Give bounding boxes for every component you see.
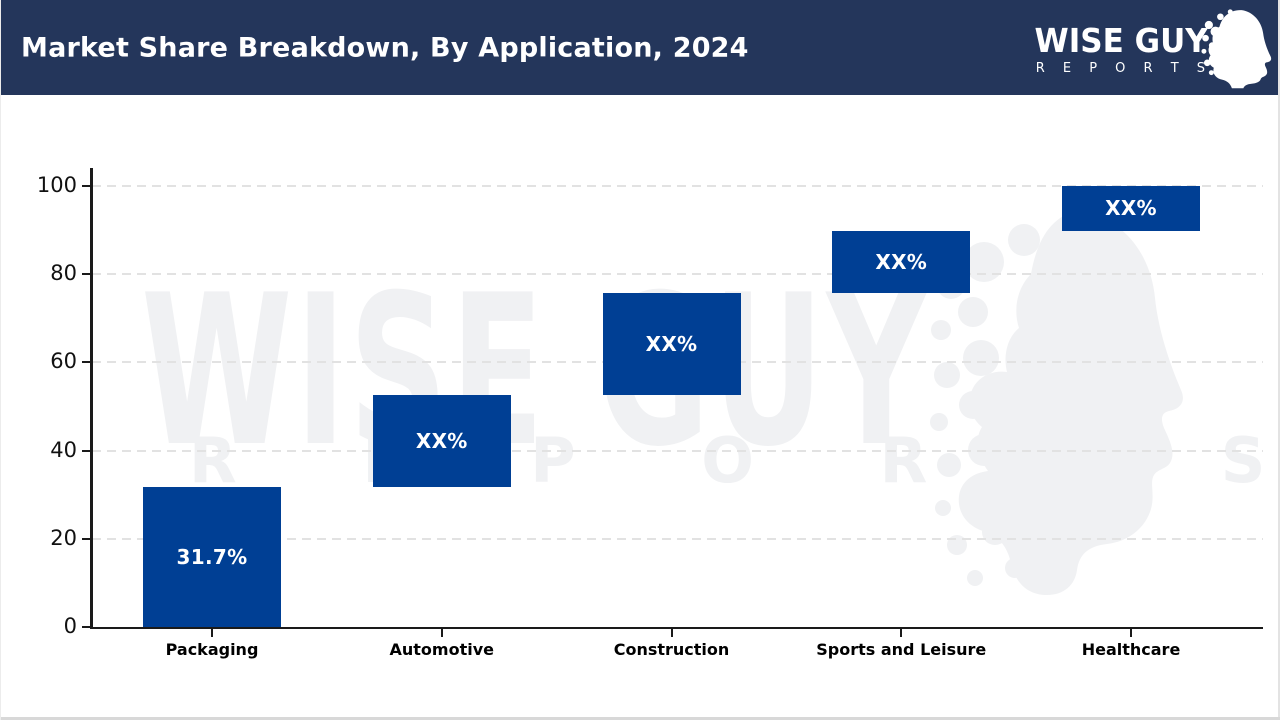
y-tick-label-100: 100 bbox=[36, 173, 77, 197]
y-tick-40 bbox=[82, 449, 91, 452]
bar-value-label-sports-and-leisure: XX% bbox=[875, 250, 928, 275]
bar-value-label-packaging: 31.7% bbox=[176, 545, 248, 570]
x-tick-construction bbox=[670, 629, 673, 637]
x-category-label-construction: Construction bbox=[613, 640, 730, 659]
y-tick-label-80: 80 bbox=[50, 261, 77, 286]
y-tick-80 bbox=[82, 273, 91, 276]
logo-brand-sub: R E P O R T S bbox=[1035, 60, 1213, 76]
x-category-label-packaging: Packaging bbox=[165, 640, 259, 659]
bar-automotive: XX% bbox=[372, 394, 511, 488]
bar-value-label-healthcare: XX% bbox=[1105, 196, 1157, 221]
wiseguy-logo: WISE GUY R E P O R T S bbox=[1029, 4, 1273, 92]
x-axis-line bbox=[90, 626, 1263, 629]
gridline-80 bbox=[92, 273, 1263, 276]
y-axis-line bbox=[90, 168, 93, 629]
gridline-100 bbox=[92, 185, 1263, 187]
watermark-brand-name: WISE GUY bbox=[141, 251, 929, 493]
y-tick-label-20: 20 bbox=[50, 525, 77, 550]
x-tick-healthcare bbox=[1130, 629, 1132, 637]
bar-sports-and-leisure: XX% bbox=[832, 230, 971, 294]
y-tick-20 bbox=[82, 537, 91, 540]
x-category-label-sports-and-leisure: Sports and Leisure bbox=[816, 640, 987, 659]
x-tick-packaging bbox=[211, 629, 213, 637]
watermark-head-icon bbox=[930, 210, 1183, 595]
x-category-label-automotive: Automotive bbox=[389, 640, 495, 659]
wiseguy-logo-text: WISE GUY R E P O R T S bbox=[1029, 21, 1213, 76]
bar-healthcare: XX% bbox=[1062, 186, 1200, 231]
y-tick-0 bbox=[82, 626, 91, 628]
y-tick-100 bbox=[82, 185, 91, 187]
bar-value-label-automotive: XX% bbox=[415, 428, 468, 453]
gridline-40 bbox=[92, 449, 1263, 452]
y-tick-label-0: 0 bbox=[63, 614, 77, 638]
header-band: Market Share Breakdown, By Application, … bbox=[1, 0, 1280, 95]
y-tick-label-60: 60 bbox=[50, 349, 77, 374]
wiseguy-head-icon bbox=[1201, 9, 1272, 89]
chart-title: Market Share Breakdown, By Application, … bbox=[21, 32, 749, 63]
bar-value-label-construction: XX% bbox=[645, 331, 698, 356]
gridline-20 bbox=[92, 537, 1263, 540]
bar-packaging: 31.7% bbox=[143, 487, 281, 627]
y-tick-60 bbox=[82, 361, 91, 364]
logo-brand-name: WISE GUY bbox=[1034, 20, 1208, 60]
x-category-label-healthcare: Healthcare bbox=[1081, 640, 1181, 659]
bar-construction: XX% bbox=[602, 293, 741, 395]
x-tick-sports-and-leisure bbox=[900, 629, 903, 637]
x-tick-automotive bbox=[440, 629, 443, 637]
y-tick-label-40: 40 bbox=[50, 437, 77, 462]
